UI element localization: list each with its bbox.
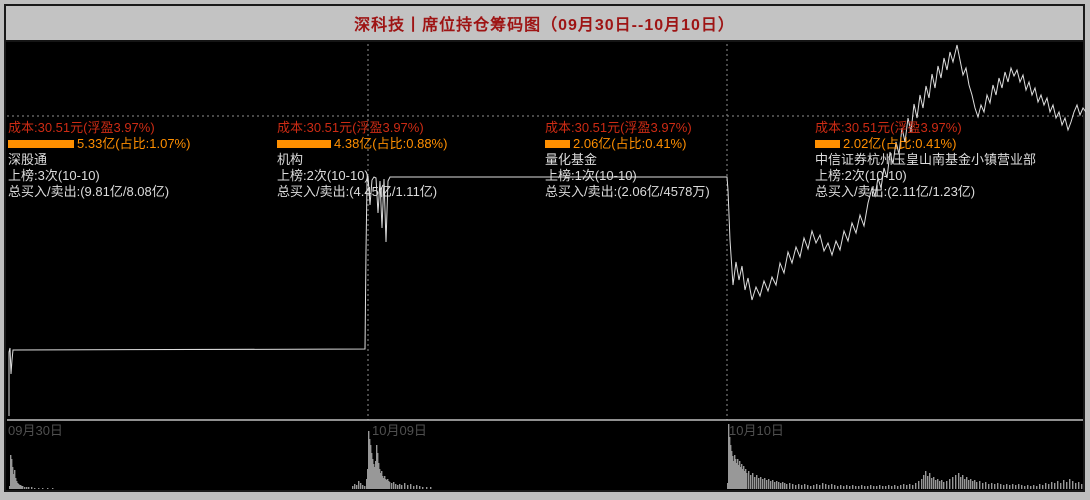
seat-name: 机构 (277, 152, 304, 167)
cost-label: 成本:30.51元(浮盈3.97%) (545, 120, 692, 135)
seat-name: 量化基金 (545, 152, 598, 167)
listed-times: 上榜:2次(10-10) (277, 168, 369, 183)
buy-sell-total: 总买入/卖出:(2.06亿/4578万) (545, 184, 710, 199)
amount-label: 2.02亿(占比:0.41%) (843, 136, 957, 151)
seat-panel-quant-fund: 成本:30.51元(浮盈3.97%) 2.06亿(占比:0.41%) 量化基金 … (545, 120, 710, 200)
x-axis-date-1009: 10月09日 (372, 423, 427, 438)
amount-line: 2.02亿(占比:0.41%) (815, 136, 1036, 152)
cost-label: 成本:30.51元(浮盈3.97%) (8, 120, 155, 135)
chart-background (6, 42, 1083, 490)
title-bar: 深科技丨席位持仓筹码图（09月30日--10月10日） (6, 6, 1083, 42)
amount-bar (277, 140, 331, 148)
buy-sell-total: 总买入/卖出:(4.45亿/1.11亿) (277, 184, 438, 199)
seat-panel-citic-branch: 成本:30.51元(浮盈3.97%) 2.02亿(占比:0.41%) 中信证券杭… (815, 120, 1036, 200)
cost-label: 成本:30.51元(浮盈3.97%) (277, 120, 424, 135)
amount-bar (545, 140, 570, 148)
seat-panel-institution: 成本:30.51元(浮盈3.97%) 4.38亿(占比:0.88%) 机构 上榜… (277, 120, 447, 200)
amount-bar (8, 140, 74, 148)
amount-label: 5.33亿(占比:1.07%) (77, 136, 191, 151)
app-window-frame: 深科技丨席位持仓筹码图（09月30日--10月10日） (4, 4, 1085, 492)
listed-times: 上榜:2次(10-10) (815, 168, 907, 183)
amount-label: 2.06亿(占比:0.41%) (573, 136, 687, 151)
seat-name: 中信证券杭州玉皇山南基金小镇营业部 (815, 152, 1037, 167)
amount-line: 5.33亿(占比:1.07%) (8, 136, 190, 152)
amount-bar (815, 140, 840, 148)
x-axis-date-1010: 10月10日 (729, 423, 784, 438)
x-axis-date-0930: 09月30日 (8, 423, 63, 438)
buy-sell-total: 总买入/卖出:(2.11亿/1.23亿) (815, 184, 976, 199)
amount-line: 2.06亿(占比:0.41%) (545, 136, 710, 152)
listed-times: 上榜:3次(10-10) (8, 168, 100, 183)
window-title: 深科技丨席位持仓筹码图（09月30日--10月10日） (354, 17, 735, 34)
amount-label: 4.38亿(占比:0.88%) (334, 136, 448, 151)
seat-name: 深股通 (8, 152, 48, 167)
seat-panel-shengutong: 成本:30.51元(浮盈3.97%) 5.33亿(占比:1.07%) 深股通 上… (8, 120, 190, 200)
listed-times: 上榜:1次(10-10) (545, 168, 637, 183)
amount-line: 4.38亿(占比:0.88%) (277, 136, 447, 152)
cost-label: 成本:30.51元(浮盈3.97%) (815, 120, 962, 135)
buy-sell-total: 总买入/卖出:(9.81亿/8.08亿) (8, 184, 170, 199)
